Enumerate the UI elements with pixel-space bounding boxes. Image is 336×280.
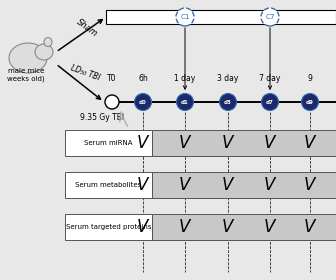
Ellipse shape [44, 38, 52, 46]
Ellipse shape [35, 44, 53, 60]
Text: $\mathit{V}$: $\mathit{V}$ [303, 176, 317, 194]
Text: T0: T0 [107, 74, 117, 83]
Circle shape [301, 94, 319, 111]
Circle shape [134, 94, 152, 111]
Text: $\mathit{V}$: $\mathit{V}$ [178, 134, 192, 152]
Text: 9.35 Gy TBI: 9.35 Gy TBI [80, 113, 124, 123]
Ellipse shape [9, 43, 47, 73]
Text: $\mathit{V}$: $\mathit{V}$ [263, 218, 277, 236]
Text: $\mathit{V}$: $\mathit{V}$ [221, 134, 235, 152]
Bar [65, 214, 152, 240]
Text: 9: 9 [307, 74, 312, 83]
Bar [65, 172, 152, 198]
Text: d3: d3 [224, 99, 232, 104]
Text: 7 day: 7 day [259, 74, 281, 83]
Bar [106, 10, 336, 24]
Circle shape [261, 94, 279, 111]
Text: Serum miRNA: Serum miRNA [84, 140, 133, 146]
Circle shape [261, 8, 279, 26]
Text: 3 day: 3 day [217, 74, 239, 83]
Text: Serum metabolites: Serum metabolites [75, 182, 142, 188]
Text: $\mathit{V}$: $\mathit{V}$ [136, 176, 150, 194]
Text: $\mathit{V}$: $\mathit{V}$ [303, 218, 317, 236]
Text: $\mathit{V}$: $\mathit{V}$ [178, 176, 192, 194]
Circle shape [176, 8, 194, 26]
Text: d7: d7 [266, 99, 274, 104]
Text: Sham: Sham [75, 17, 99, 39]
Bar [65, 130, 152, 156]
Text: $\mathit{V}$: $\mathit{V}$ [178, 218, 192, 236]
Text: $\mathit{V}$: $\mathit{V}$ [221, 176, 235, 194]
Text: 6h: 6h [138, 74, 148, 83]
Bar [152, 130, 336, 156]
Text: 1 day: 1 day [174, 74, 196, 83]
Text: $\mathit{V}$: $\mathit{V}$ [303, 134, 317, 152]
Text: C7: C7 [265, 14, 275, 20]
Text: male mice: male mice [8, 68, 44, 74]
Text: C1: C1 [180, 14, 190, 20]
Text: d9: d9 [306, 99, 314, 104]
Text: $\mathit{V}$: $\mathit{V}$ [136, 134, 150, 152]
Circle shape [176, 94, 194, 111]
Circle shape [219, 94, 237, 111]
Circle shape [105, 95, 119, 109]
Text: Serum targeted proteins: Serum targeted proteins [66, 224, 151, 230]
Bar [152, 214, 336, 240]
Text: $\mathit{V}$: $\mathit{V}$ [136, 218, 150, 236]
Text: $\mathit{V}$: $\mathit{V}$ [263, 134, 277, 152]
Text: d0: d0 [139, 99, 147, 104]
Text: $\mathit{V}$: $\mathit{V}$ [221, 218, 235, 236]
Text: d1: d1 [181, 99, 189, 104]
Text: \: \ [122, 115, 128, 129]
Text: /: / [117, 110, 123, 124]
Text: LD₅₀ TBI: LD₅₀ TBI [69, 64, 101, 83]
Text: weeks old): weeks old) [7, 75, 45, 81]
Bar [152, 172, 336, 198]
Text: $\mathit{V}$: $\mathit{V}$ [263, 176, 277, 194]
